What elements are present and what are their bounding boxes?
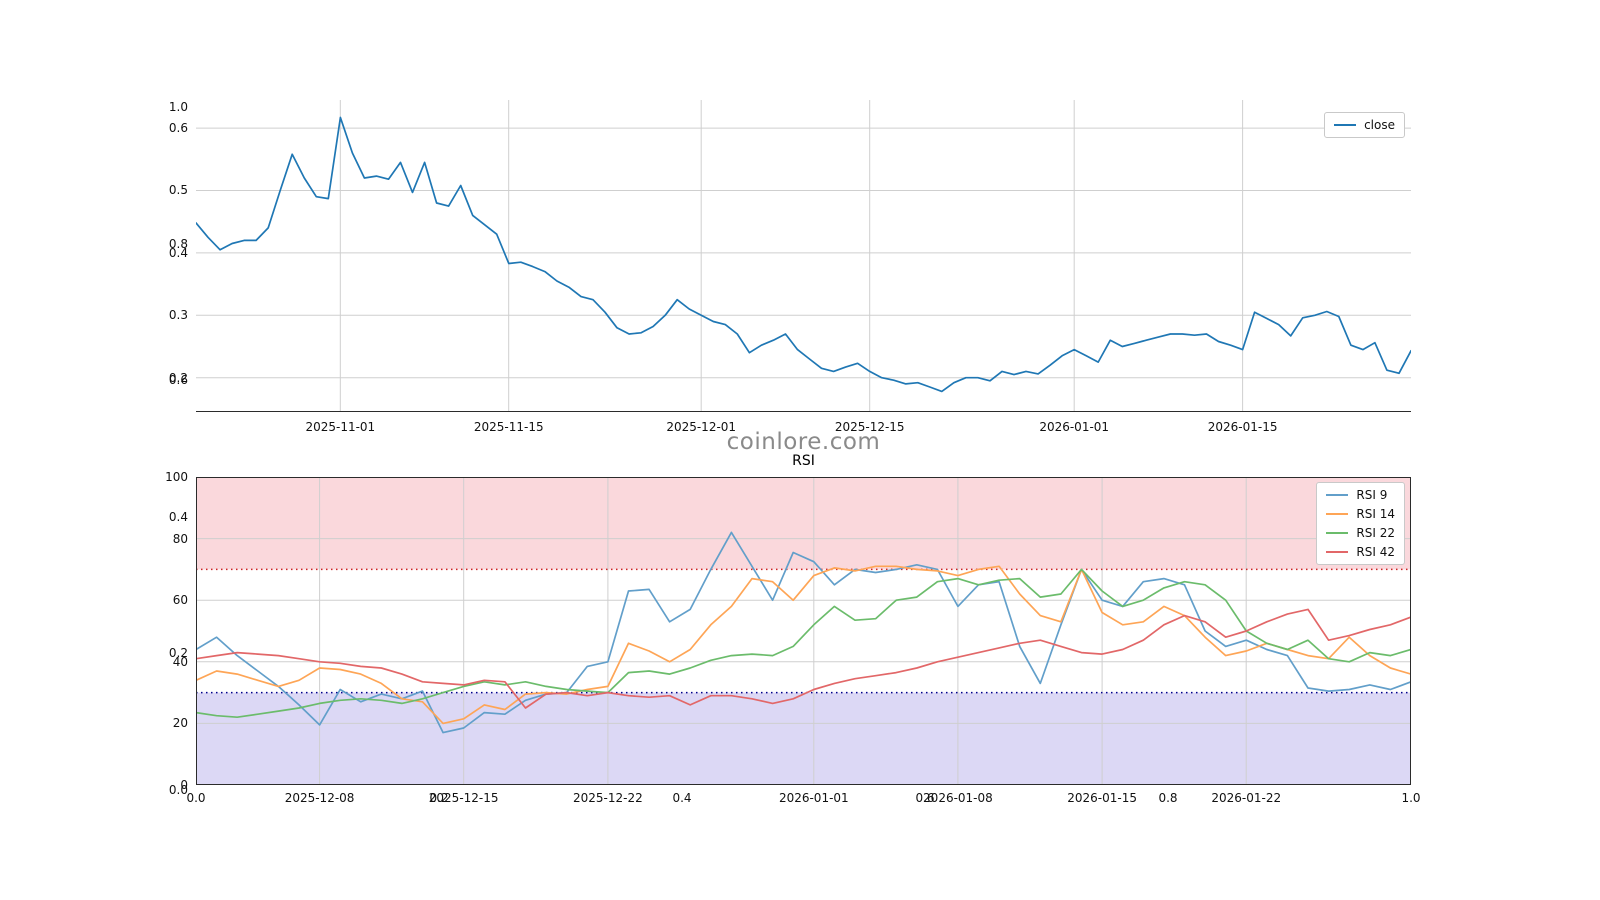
series-line-rsi-14 [196, 565, 1411, 725]
norm-xtick-label: 0.4 [672, 791, 692, 805]
legend-item-label: RSI 14 [1356, 507, 1395, 521]
norm-ytick-label: 0.2 [168, 646, 188, 661]
xtick-label: 2025-11-15 [473, 420, 544, 434]
legend-line-swatch [1326, 494, 1349, 496]
ytick-label: 100 [165, 470, 188, 484]
legend-item-label: close [1364, 118, 1395, 132]
norm-xtick-label: 0.0 [186, 791, 206, 805]
norm-ytick-label: 0.8 [168, 236, 188, 251]
legend-item-label: RSI 42 [1356, 545, 1395, 559]
rsi-chart-panel [196, 477, 1411, 785]
norm-ytick-label: 1.0 [168, 100, 188, 114]
xtick-label: 2025-12-15 [428, 791, 499, 805]
xtick-label: 2025-12-08 [284, 791, 355, 805]
series-line-rsi-9 [196, 531, 1411, 734]
ytick-label: 80 [172, 531, 188, 546]
norm-ytick-label: 0.0 [168, 783, 188, 797]
legend-rsi: RSI 9 RSI 14 RSI 22 RSI 42 [1316, 482, 1405, 565]
xtick-label: 2026-01-15 [1067, 791, 1138, 805]
legend-item-label: RSI 9 [1356, 488, 1388, 502]
norm-xtick-label: 1.0 [1401, 791, 1421, 805]
legend-line-swatch [1326, 532, 1349, 534]
legend-item-rsi-9: RSI 9 [1326, 488, 1395, 502]
ytick-label: 0.4 [168, 245, 188, 260]
ytick-label: 0.6 [168, 121, 188, 136]
legend-close: close [1324, 112, 1405, 138]
legend-line-swatch [1326, 551, 1349, 553]
series-line-rsi-22 [196, 568, 1411, 719]
ytick-label: 0 [180, 778, 188, 792]
legend-line-swatch [1326, 513, 1349, 515]
ytick-label: 20 [172, 716, 188, 731]
legend-item-rsi-42: RSI 42 [1326, 545, 1395, 559]
ytick-label: 60 [172, 593, 188, 608]
legend-item-rsi-14: RSI 14 [1326, 507, 1395, 521]
ytick-label: 0.3 [168, 308, 188, 323]
series-line-rsi-42 [196, 608, 1411, 709]
norm-ytick-label: 0.6 [168, 373, 188, 388]
norm-xtick-label: 0.2 [429, 791, 449, 805]
xtick-label: 2026-01-08 [923, 791, 993, 805]
legend-item-close: close [1334, 118, 1395, 132]
norm-ytick-label: 0.4 [168, 509, 188, 524]
xtick-label: 2026-01-15 [1207, 420, 1278, 434]
price-chart-panel [196, 100, 1411, 412]
legend-line-swatch [1334, 124, 1357, 126]
series-line-close [196, 116, 1411, 393]
norm-xtick-label: 0.6 [915, 791, 935, 805]
watermark-text: coinlore.com [726, 429, 881, 455]
ytick-label: 40 [172, 654, 188, 669]
xtick-label: 2025-11-01 [305, 420, 376, 434]
xtick-label: 2026-01-01 [1039, 420, 1110, 434]
rsi-title: RSI [792, 453, 815, 469]
ytick-label: 0.5 [168, 183, 188, 198]
band-oversold_fill [196, 692, 1411, 785]
legend-item-label: RSI 22 [1356, 526, 1395, 540]
xtick-label: 2025-12-22 [573, 791, 643, 805]
axes-frame [196, 477, 1411, 785]
xtick-label: 2026-01-01 [778, 791, 849, 805]
norm-xtick-label: 0.8 [1158, 791, 1178, 805]
legend-item-rsi-22: RSI 22 [1326, 526, 1395, 540]
xtick-label: 2025-12-01 [666, 420, 737, 434]
xtick-label: 2026-01-22 [1211, 791, 1282, 805]
ytick-label: 0.2 [168, 370, 188, 385]
xtick-label: 2025-12-15 [834, 420, 905, 434]
band-overbought_fill [196, 477, 1411, 570]
